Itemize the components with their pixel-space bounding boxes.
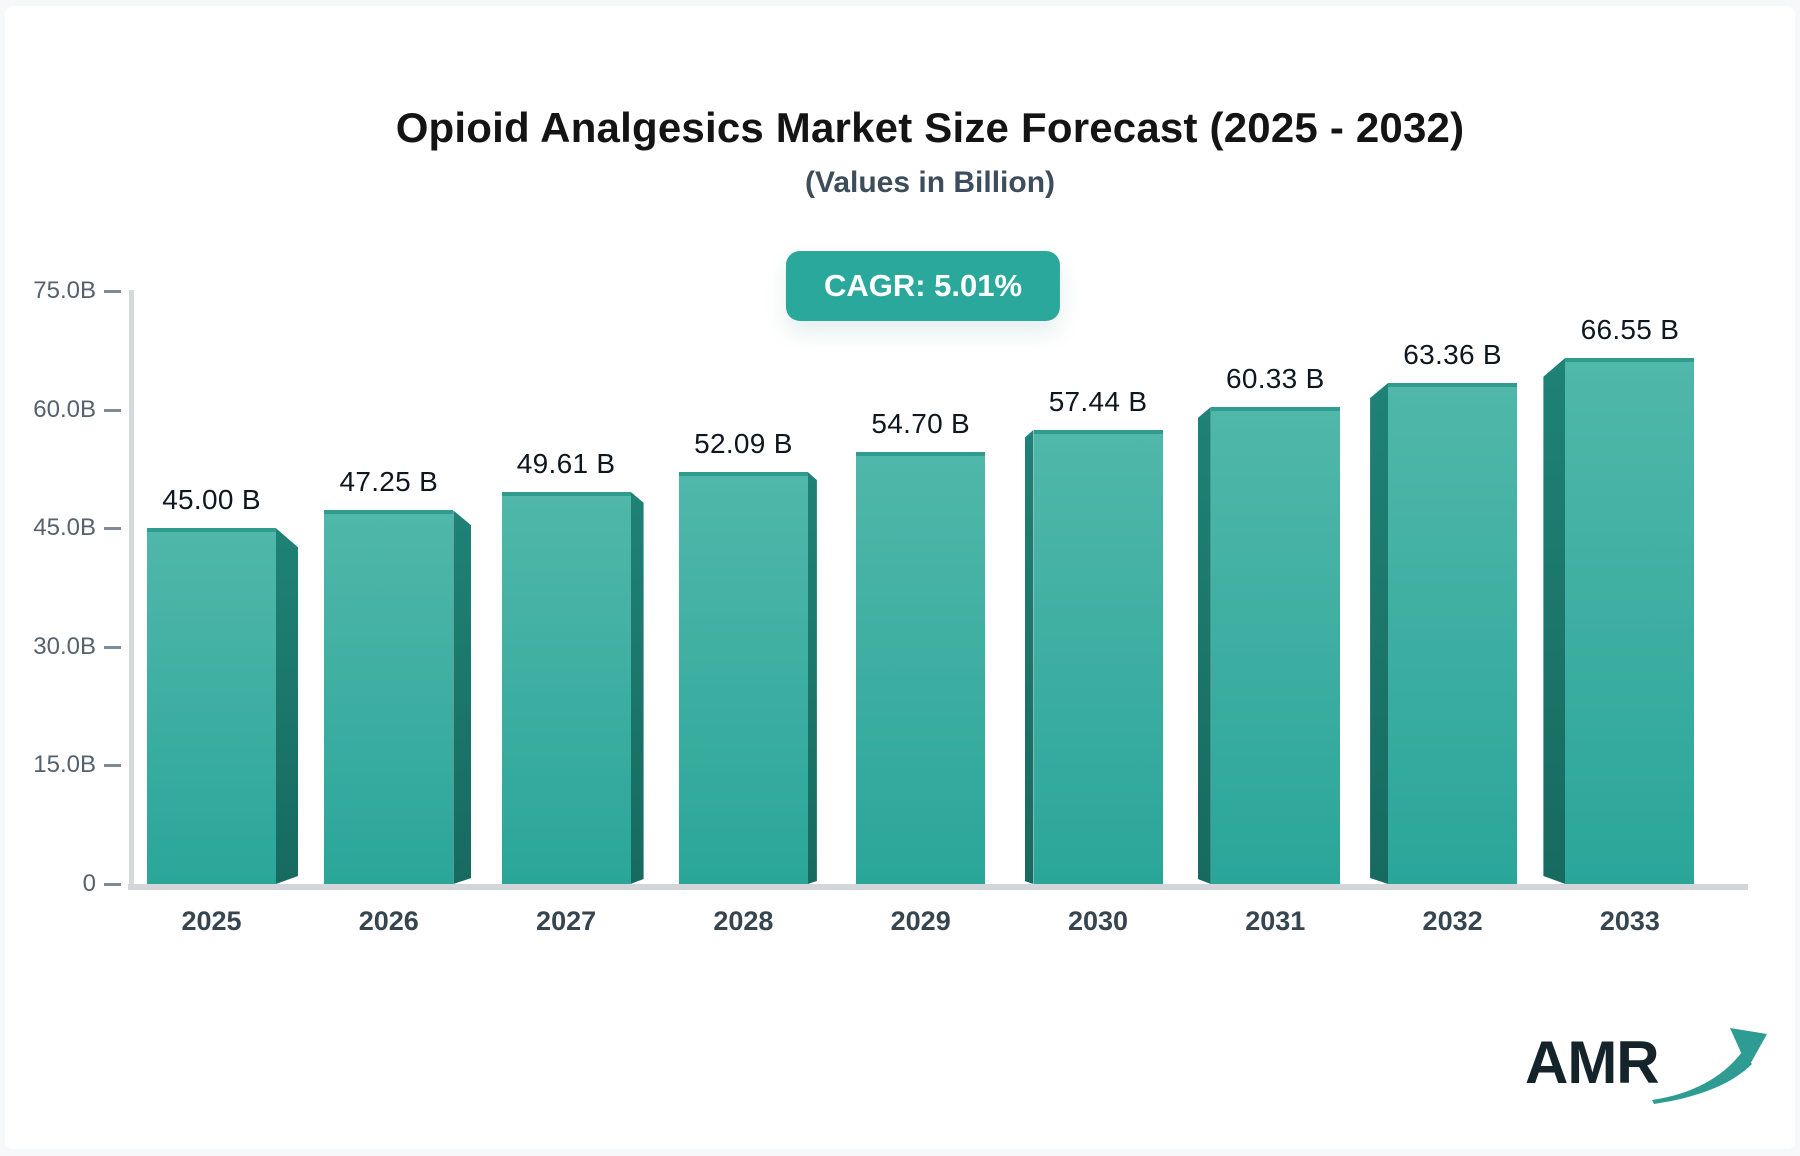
bar-side-face [631,492,644,884]
x-tick-label: 2026 [358,906,419,936]
x-tick-label: 2031 [1245,906,1306,936]
x-axis-line [128,884,1748,890]
bar-value-label: 52.09 B [694,428,793,460]
bar-side-face [276,528,298,884]
bar-side-face [1370,383,1388,884]
bar-value-label: 66.55 B [1580,313,1680,345]
x-tick-label: 2033 [1599,906,1660,936]
y-tick-label: 0 [82,870,96,897]
x-tick-label: 2028 [713,906,774,936]
bar-value-label: 57.44 B [1048,385,1148,417]
bar-value-label: 60.33 B [1225,362,1325,394]
bar-2032 [1388,383,1518,884]
bar-2033 [1565,357,1695,884]
bar-value-label: 45.00 B [162,484,261,516]
bar-2030 [1033,429,1163,884]
bar-value-label: 49.61 B [516,447,616,479]
y-tick-mark [104,408,121,412]
growth-arrow-icon [1652,1028,1767,1104]
amr-logo: AMR [1520,1028,1767,1118]
x-tick-label: 2027 [536,906,597,936]
chart-subtitle: (Values in Billion) [804,166,1056,199]
x-tick-label: 2030 [1067,906,1129,936]
bar-value-label: 63.36 B [1403,339,1502,371]
amr-logo-text: AMR [1525,1029,1660,1096]
bar-2025 [147,528,276,884]
y-tick-mark [104,764,121,768]
bar-2026 [324,510,454,884]
y-tick-label: 60.0B [33,395,96,423]
bar-side-face [1025,430,1034,884]
chart-title: Opioid Analgesics Market Size Forecast (… [395,104,1465,151]
y-axis-line [129,290,134,884]
y-tick-label: 75.0B [33,277,96,304]
bar-side-face [1198,407,1211,884]
bar-2028 [678,472,808,884]
bar-side-face [808,472,817,884]
y-tick-mark [104,527,121,531]
y-tick-label: 30.0B [33,632,96,660]
y-tick-mark [104,290,121,293]
y-tick-mark [104,883,121,886]
y-tick-mark [104,645,121,649]
y-tick-label: 45.0B [33,514,96,542]
x-tick-label: 2029 [890,906,951,936]
x-tick-label: 2032 [1422,906,1483,936]
cagr-badge: CAGR: 5.01% [785,251,1061,321]
bar-side-face [1543,358,1565,884]
bar-value-label: 47.25 B [339,466,439,498]
bar-2031 [1210,406,1340,884]
y-tick-label: 15.0B [33,751,96,779]
bar-side-face [453,510,471,884]
bar-2027 [501,491,631,884]
bar-value-label: 54.70 B [871,407,970,439]
x-tick-label: 2025 [181,906,242,936]
bar-2029 [856,451,986,884]
